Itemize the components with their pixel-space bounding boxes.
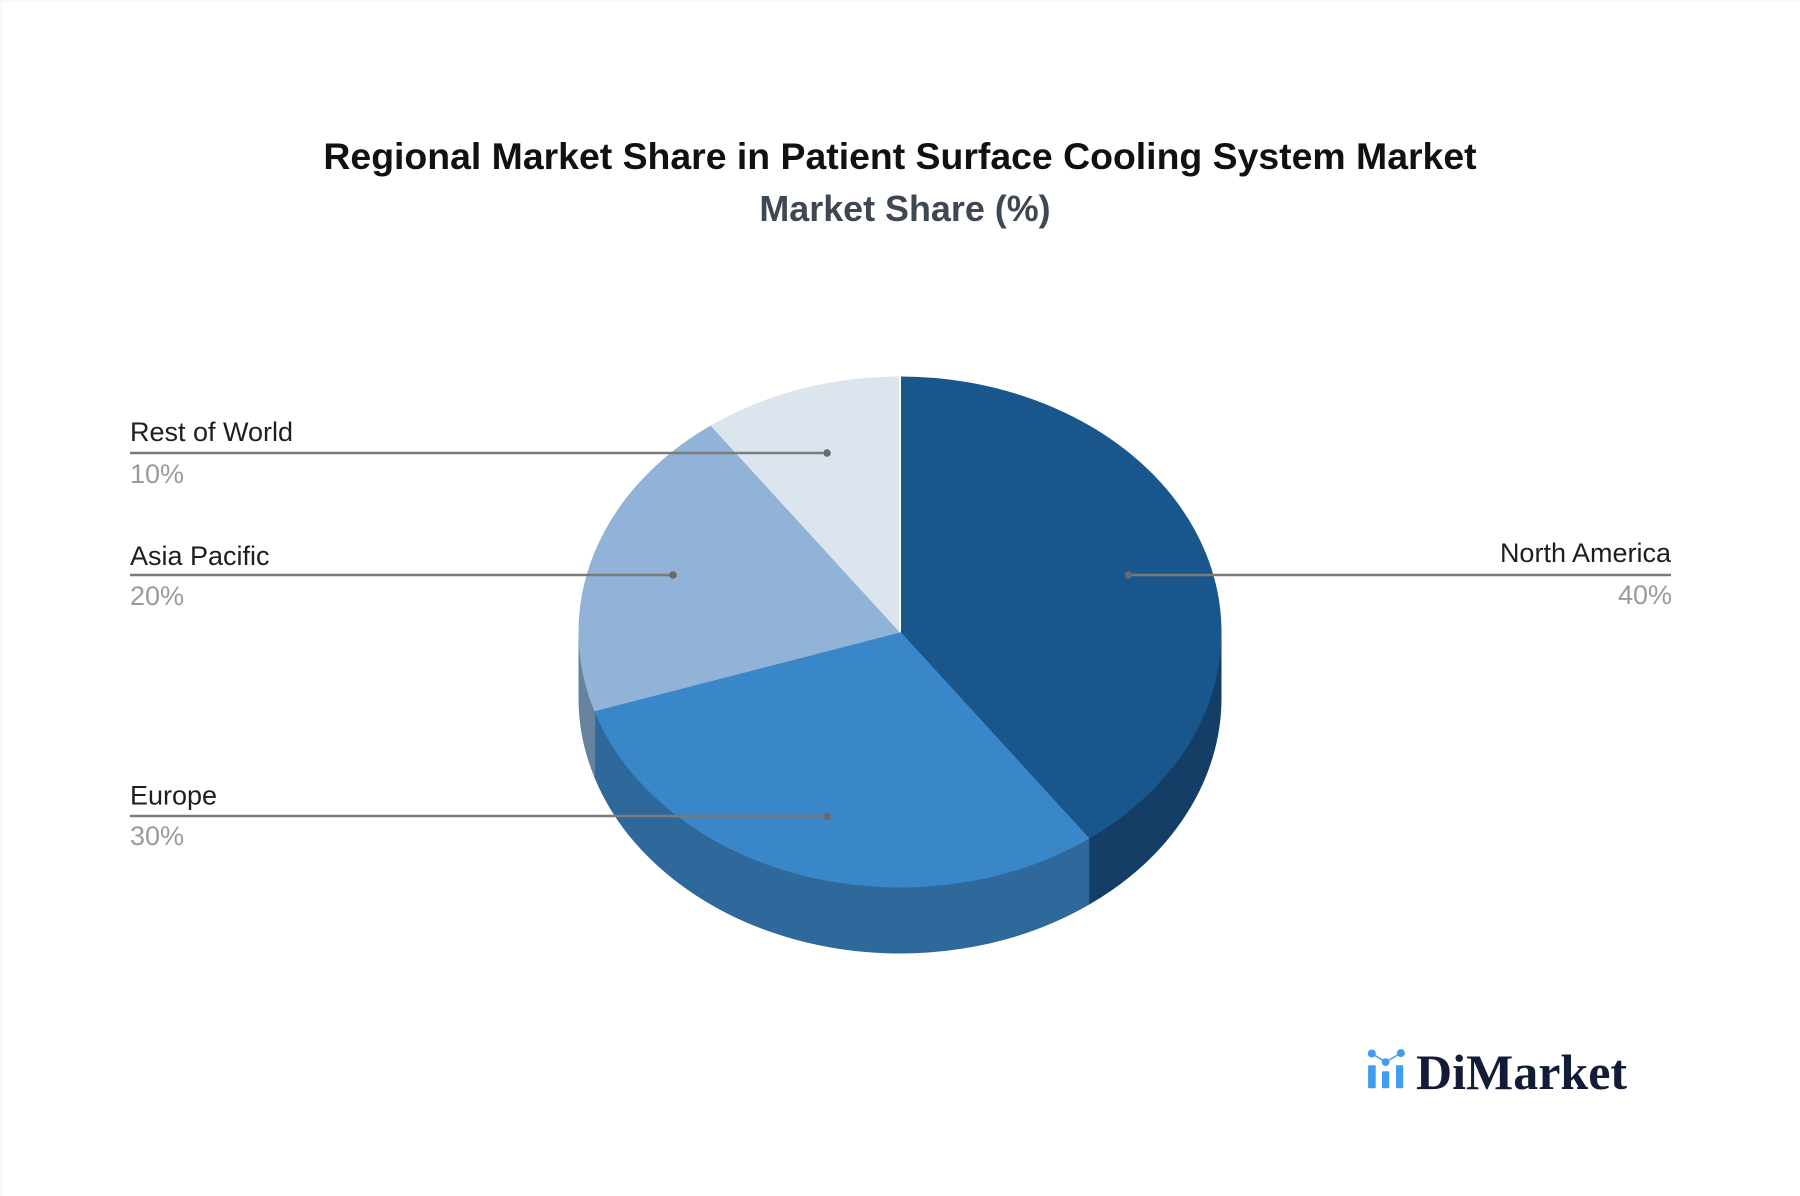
svg-text:Asia Pacific: Asia Pacific	[130, 541, 270, 571]
svg-text:30%: 30%	[130, 821, 184, 851]
svg-text:Rest of World: Rest of World	[130, 417, 293, 447]
svg-text:20%: 20%	[130, 581, 184, 611]
svg-text:40%: 40%	[1618, 580, 1672, 610]
svg-text:Market Share (%): Market Share (%)	[759, 189, 1050, 229]
svg-text:North America: North America	[1500, 538, 1672, 568]
svg-text:10%: 10%	[130, 459, 184, 489]
svg-text:DiMarket: DiMarket	[1416, 1044, 1627, 1100]
svg-text:Europe: Europe	[130, 781, 217, 811]
svg-text:Regional Market Share in Patie: Regional Market Share in Patient Surface…	[323, 135, 1476, 177]
